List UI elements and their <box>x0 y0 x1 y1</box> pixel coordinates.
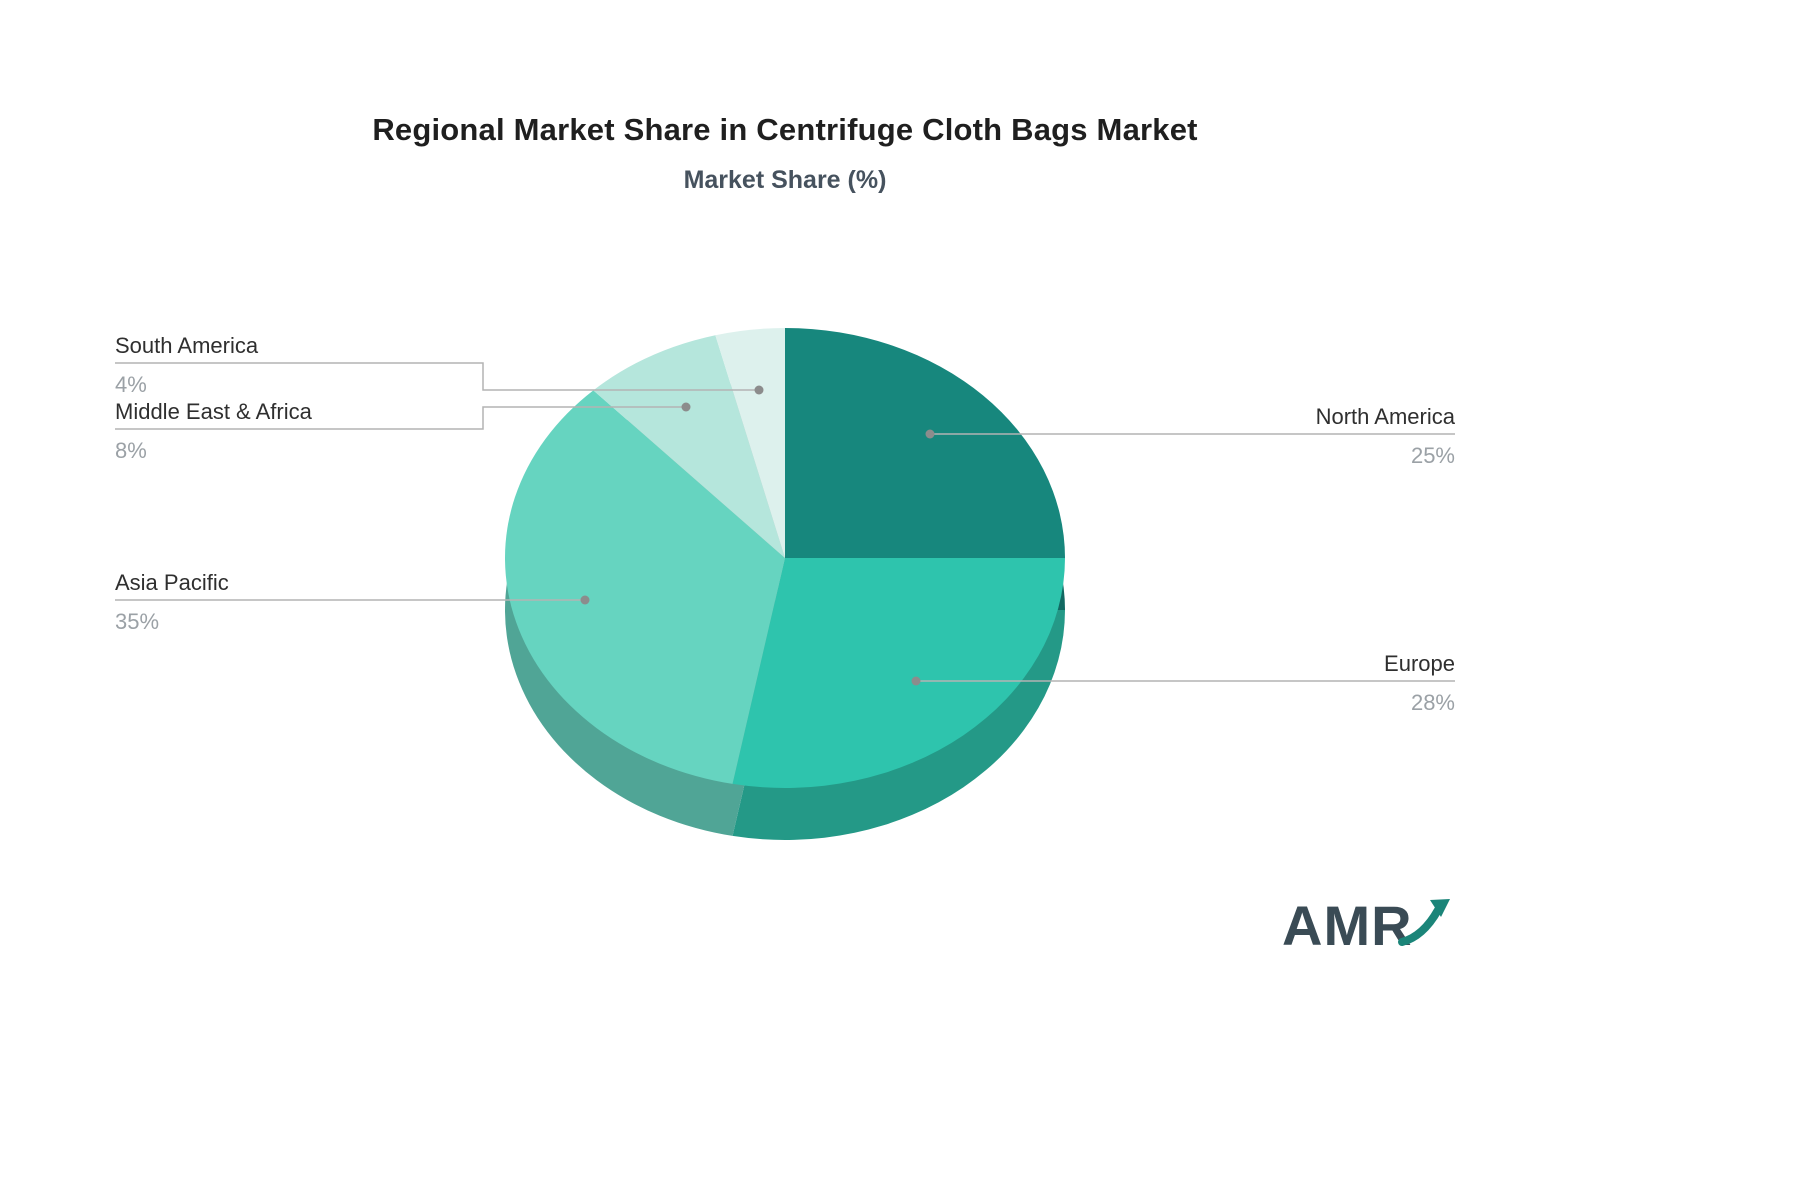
growth-arrow-icon <box>1397 898 1450 946</box>
anchor-dot-europe <box>911 676 921 686</box>
pie-slice-south-america <box>715 328 785 558</box>
slice-label: Europe <box>1384 651 1455 676</box>
slice-percent: 25% <box>1410 443 1455 468</box>
pie-slice-europe <box>732 558 1066 788</box>
amr-logo: AMR <box>1282 893 1451 958</box>
label-asia-pacific: Asia Pacific 35% <box>115 569 229 635</box>
anchor-dot-asia-pacific <box>580 595 590 605</box>
amr-logo-text: AMR <box>1282 894 1413 957</box>
leader-line-south-america <box>115 362 759 391</box>
label-south-america: South America 4% <box>115 332 258 398</box>
pie-slice-middle-east-africa <box>593 335 785 558</box>
slice-label: Asia Pacific <box>115 570 229 595</box>
chart-header: Regional Market Share in Centrifuge Clot… <box>0 0 1570 195</box>
slice-percent: 4% <box>115 372 147 397</box>
leader-line-middle-east-africa <box>115 406 686 430</box>
page-title: Regional Market Share in Centrifuge Clot… <box>372 112 1198 147</box>
label-europe: Europe 28% <box>1384 650 1455 716</box>
slice-percent: 8% <box>115 438 147 463</box>
chart-subtitle: Market Share (%) <box>683 166 887 194</box>
slice-label: South America <box>115 333 259 358</box>
pie-slice-asia-pacific <box>505 390 785 784</box>
slice-percent: 35% <box>115 609 160 634</box>
anchor-dot-south-america <box>754 385 764 395</box>
pie-slice-north-america <box>785 328 1065 558</box>
anchor-dot-middle-east-africa <box>681 402 691 412</box>
slice-label: Middle East & Africa <box>115 399 312 424</box>
label-middle-east-africa: Middle East & Africa 8% <box>115 398 312 464</box>
slice-percent: 28% <box>1410 690 1455 715</box>
slice-label: North America <box>1315 404 1455 429</box>
anchor-dot-north-america <box>925 429 935 439</box>
label-north-america: North America 25% <box>1316 403 1455 469</box>
